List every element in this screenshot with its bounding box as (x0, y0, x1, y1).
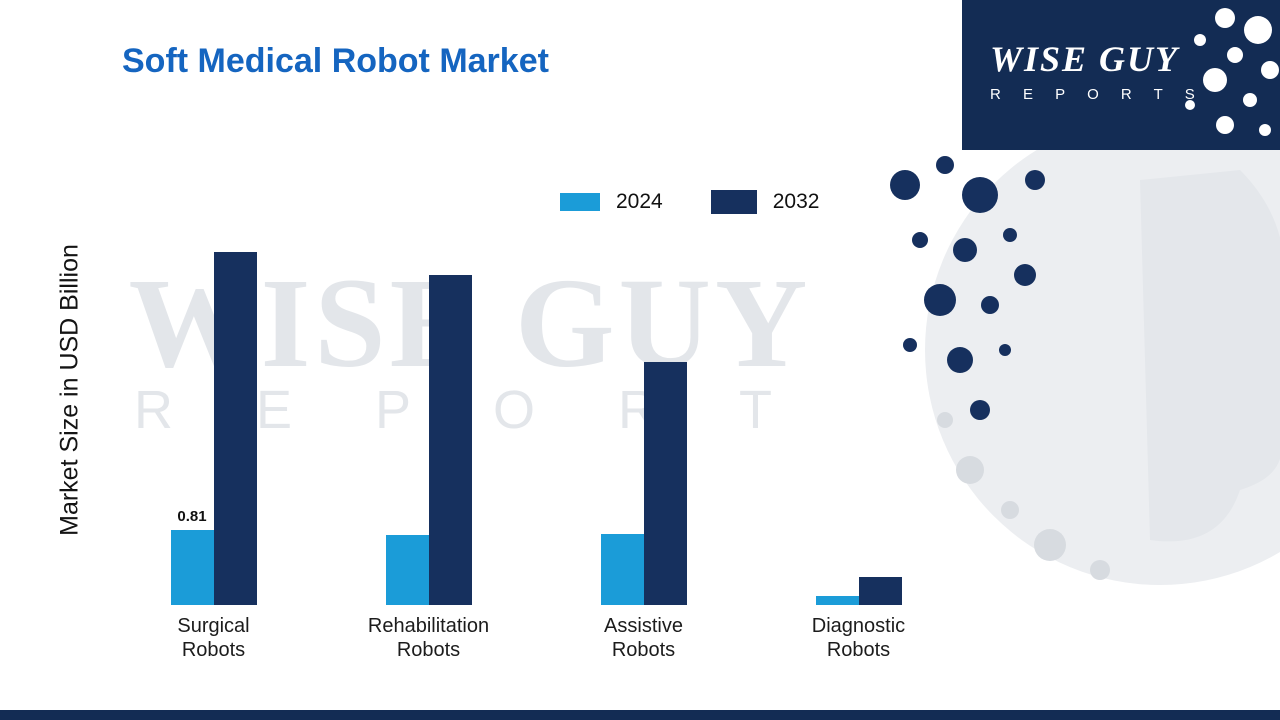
legend-swatch-2024 (560, 193, 600, 211)
logo-wiseguy-text: WISE GUY (990, 39, 1180, 79)
bar-chart: 0.81 Surgical Robots Rehabilitation Robots… (106, 215, 966, 661)
bar-2024-diagnostic-robots (815, 596, 859, 605)
bar-2024-rehabilitation-robots (385, 535, 429, 605)
category-label: Rehabilitation Robots (367, 615, 490, 661)
bar-2032-diagnostic-robots (858, 577, 902, 605)
legend-swatch-2032 (710, 190, 757, 214)
logo-panel: WISE GUY R E P O R T S (962, 0, 1280, 150)
bar-group-diagnostic-robots: Diagnostic Robots (751, 215, 966, 661)
bar-2032-rehabilitation-robots (428, 275, 472, 605)
bar-2024-surgical-robots (170, 530, 214, 605)
chart-legend: 2024 2032 (560, 190, 849, 214)
legend-label-2024: 2024 (616, 190, 663, 213)
bar-group-assistive-robots: Assistive Robots (536, 215, 751, 661)
bar-value-label: 0.81 (177, 508, 207, 525)
category-label: Assistive Robots (604, 615, 683, 661)
page-title: Soft Medical Robot Market (122, 42, 549, 80)
bar-2032-assistive-robots (643, 362, 687, 605)
logo: WISE GUY R E P O R T S (990, 38, 1204, 103)
face-watermark (890, 115, 1280, 585)
legend-label-2032: 2032 (772, 190, 820, 213)
legend-item-2032: 2032 (710, 190, 820, 214)
logo-dots-pattern (1185, 8, 1279, 136)
category-label: Diagnostic Robots (811, 615, 906, 661)
bar-group-surgical-robots: 0.81 Surgical Robots (106, 215, 321, 661)
bar-2024-assistive-robots (600, 534, 644, 605)
bottom-accent-bar (0, 710, 1280, 720)
bar-2032-surgical-robots (213, 252, 257, 605)
logo-reports-text: R E P O R T S (990, 86, 1204, 103)
legend-item-2024: 2024 (560, 190, 663, 214)
category-label: Surgical Robots (177, 615, 250, 661)
y-axis-label: Market Size in USD Billion (55, 244, 84, 536)
bar-group-rehabilitation-robots: Rehabilitation Robots (321, 215, 536, 661)
